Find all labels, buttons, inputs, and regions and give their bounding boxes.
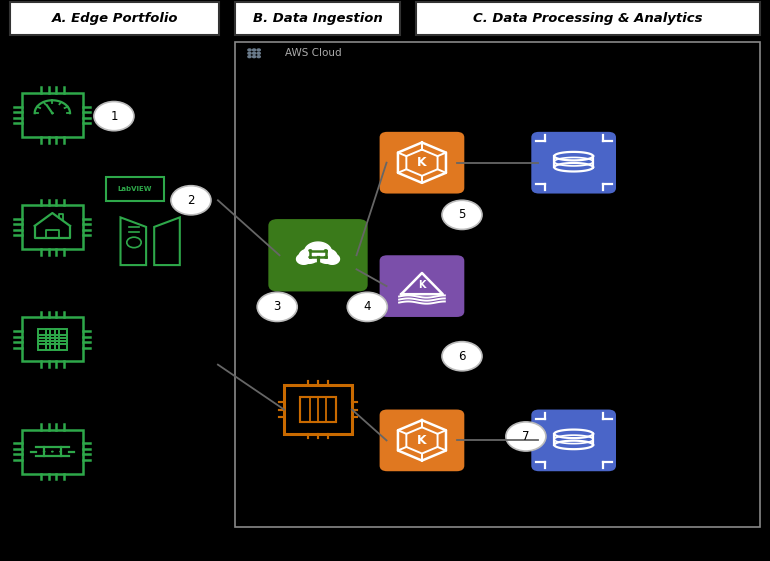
- Circle shape: [308, 256, 313, 259]
- Text: K: K: [417, 434, 427, 447]
- Text: LabVIEW: LabVIEW: [118, 186, 152, 192]
- Circle shape: [256, 55, 261, 58]
- Bar: [284, 385, 352, 434]
- Bar: [22, 430, 82, 473]
- FancyBboxPatch shape: [531, 132, 616, 194]
- Polygon shape: [305, 242, 331, 261]
- Circle shape: [247, 55, 252, 58]
- Bar: [38, 335, 50, 344]
- FancyBboxPatch shape: [380, 255, 464, 317]
- FancyBboxPatch shape: [235, 42, 760, 527]
- Text: 1: 1: [110, 109, 118, 123]
- FancyBboxPatch shape: [268, 219, 368, 292]
- Circle shape: [94, 102, 134, 131]
- FancyBboxPatch shape: [380, 132, 464, 194]
- Circle shape: [43, 450, 45, 453]
- Text: 3: 3: [273, 300, 281, 314]
- FancyBboxPatch shape: [235, 2, 400, 35]
- Text: A. Edge Portfolio: A. Edge Portfolio: [52, 12, 178, 25]
- Circle shape: [442, 342, 482, 371]
- Circle shape: [323, 256, 328, 259]
- Bar: [46, 329, 59, 338]
- FancyBboxPatch shape: [10, 2, 219, 35]
- Circle shape: [442, 200, 482, 229]
- FancyBboxPatch shape: [531, 410, 616, 471]
- Circle shape: [257, 292, 297, 321]
- Circle shape: [347, 292, 387, 321]
- Circle shape: [323, 249, 328, 252]
- Bar: [55, 341, 67, 350]
- Circle shape: [171, 186, 211, 215]
- Circle shape: [51, 112, 54, 114]
- Polygon shape: [317, 249, 337, 263]
- Bar: [55, 335, 67, 344]
- Bar: [22, 205, 82, 249]
- Bar: [105, 177, 163, 201]
- Circle shape: [256, 52, 261, 55]
- Circle shape: [247, 48, 252, 52]
- Text: 5: 5: [458, 208, 466, 222]
- Text: 7: 7: [522, 430, 530, 443]
- Text: AWS Cloud: AWS Cloud: [285, 48, 342, 58]
- Bar: [46, 341, 59, 350]
- Text: C. Data Processing & Analytics: C. Data Processing & Analytics: [473, 12, 703, 25]
- Bar: [22, 93, 82, 137]
- Circle shape: [252, 55, 256, 58]
- Circle shape: [252, 52, 256, 55]
- Polygon shape: [325, 254, 340, 264]
- Circle shape: [252, 48, 256, 52]
- Bar: [22, 318, 82, 361]
- Text: 6: 6: [458, 350, 466, 363]
- Text: B. Data Ingestion: B. Data Ingestion: [253, 12, 383, 25]
- Circle shape: [59, 450, 62, 453]
- Bar: [38, 341, 50, 350]
- FancyBboxPatch shape: [416, 2, 760, 35]
- Text: K: K: [418, 280, 426, 291]
- Circle shape: [51, 450, 54, 453]
- Text: K: K: [417, 156, 427, 169]
- Polygon shape: [299, 249, 319, 263]
- Bar: [300, 397, 336, 422]
- Circle shape: [308, 249, 313, 252]
- Text: 2: 2: [187, 194, 195, 207]
- Text: 4: 4: [363, 300, 371, 314]
- Circle shape: [247, 52, 252, 55]
- FancyBboxPatch shape: [380, 410, 464, 471]
- Bar: [46, 335, 59, 344]
- Bar: [38, 329, 50, 338]
- Polygon shape: [296, 254, 311, 264]
- Circle shape: [256, 48, 261, 52]
- Bar: [55, 329, 67, 338]
- Circle shape: [506, 422, 546, 451]
